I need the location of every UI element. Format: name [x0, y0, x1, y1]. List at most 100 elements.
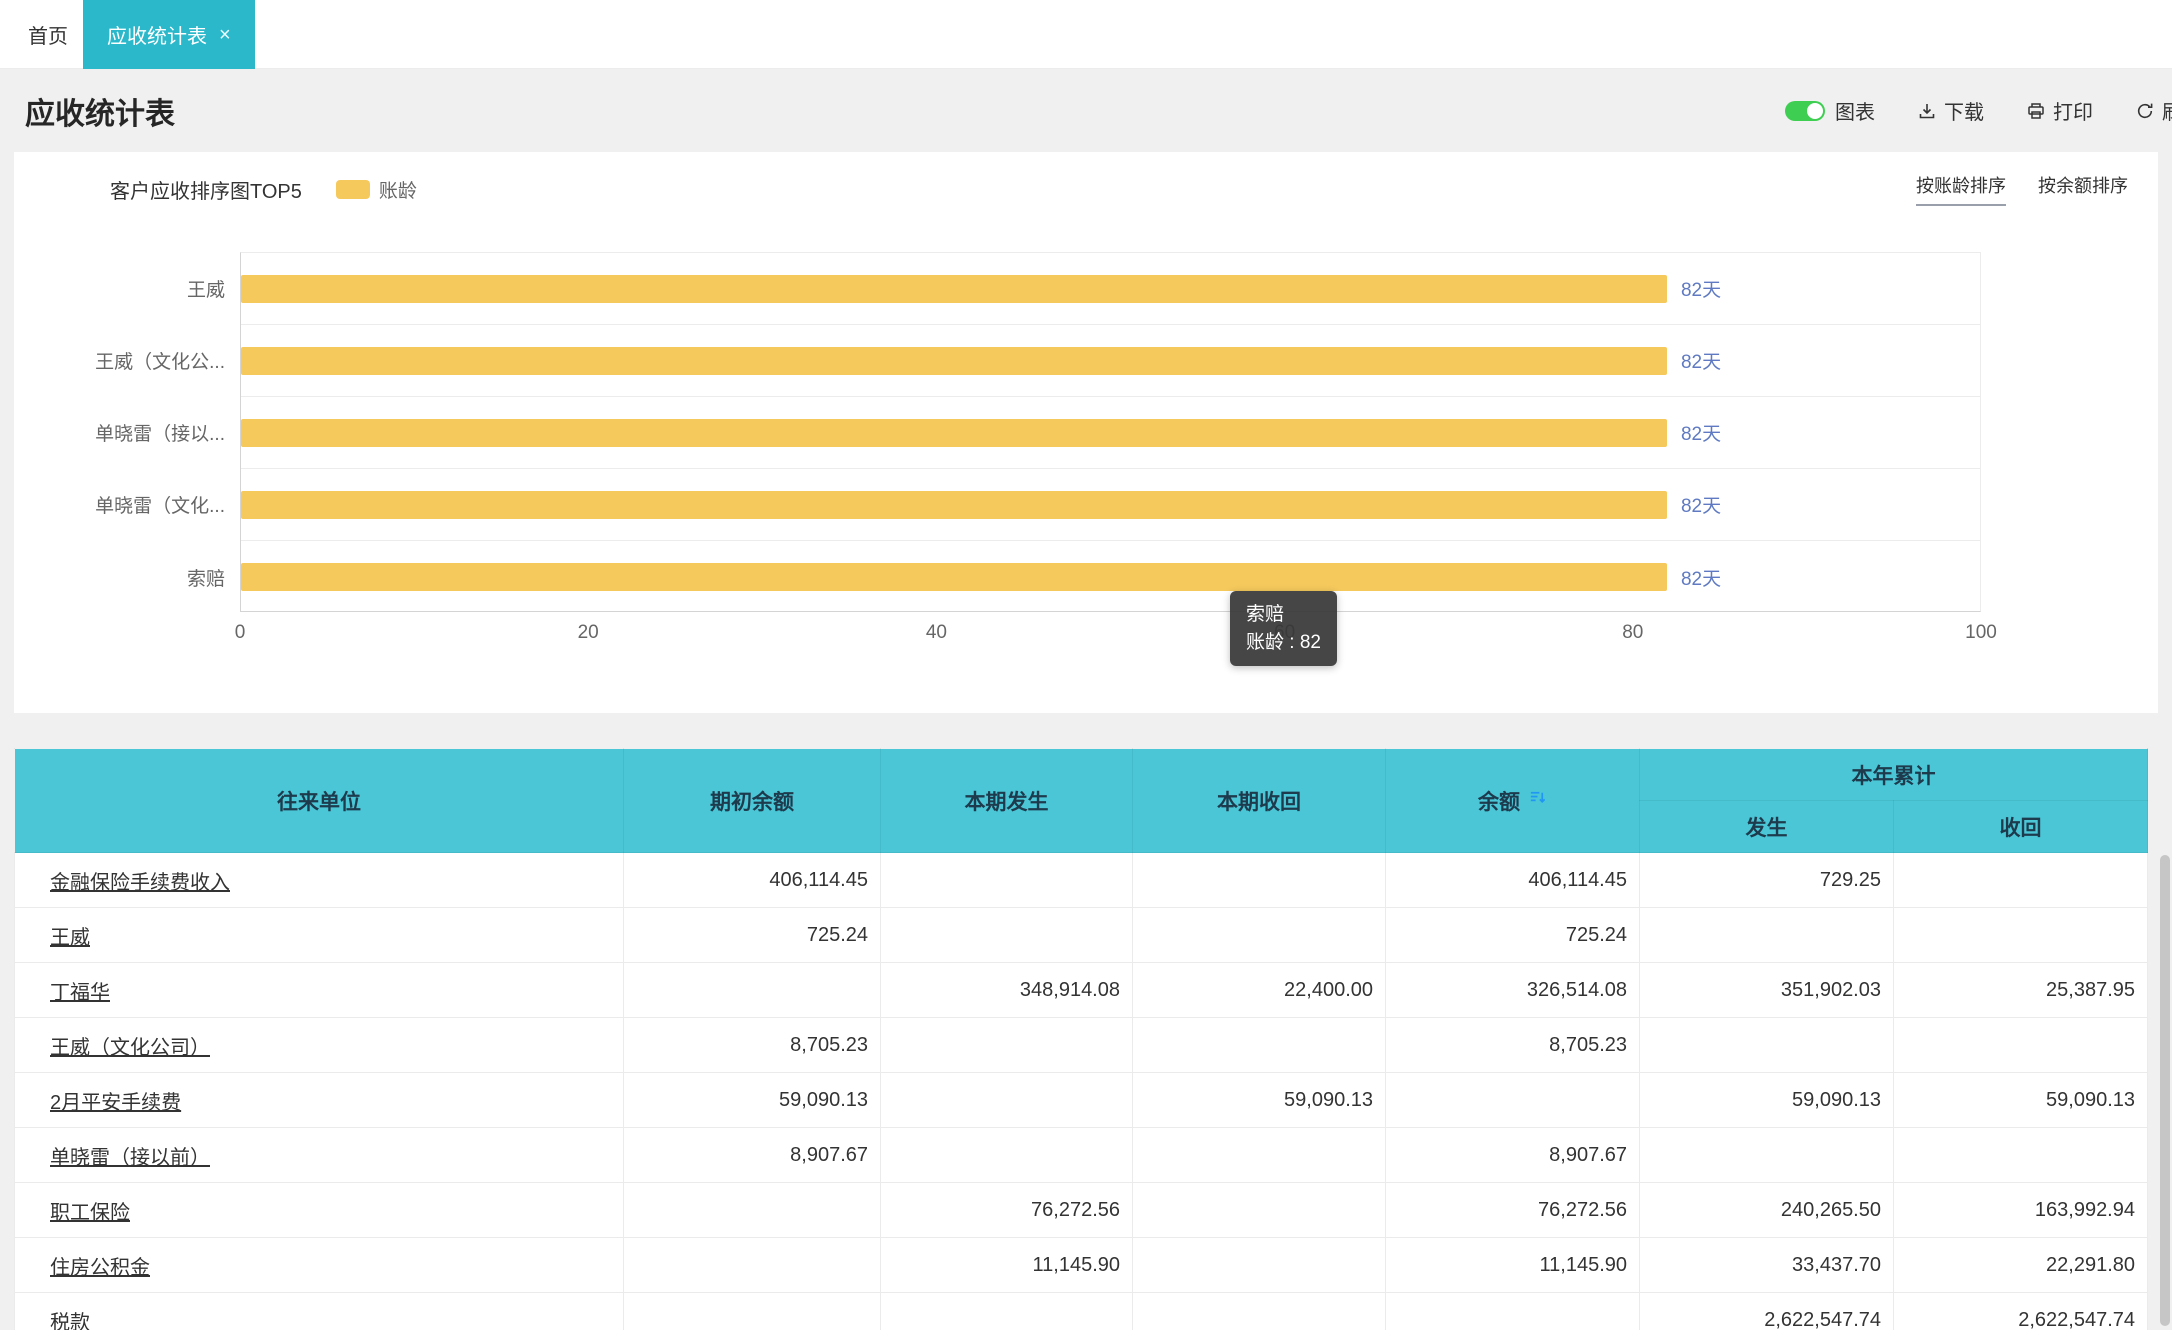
- amount-cell: [880, 852, 1133, 908]
- tab-receivable-stats[interactable]: 应收统计表 ×: [83, 0, 255, 69]
- col-header-ytd-received: 收回: [1893, 800, 2148, 853]
- chart-bar[interactable]: [241, 563, 1667, 591]
- partner-link[interactable]: 王威: [50, 926, 90, 949]
- balance-label: 余额: [1478, 790, 1520, 814]
- tab-bar: 首页 应收统计表 ×: [0, 0, 2172, 69]
- partner-cell: 金融保险手续费收入: [14, 852, 624, 908]
- col-header-period-incurred: 本期发生: [880, 748, 1133, 853]
- partner-cell: 职工保险: [14, 1182, 624, 1238]
- col-header-ytd-group: 本年累计: [1639, 748, 2148, 801]
- legend-label: 账龄: [378, 180, 417, 202]
- amount-cell: 2,622,547.74: [1639, 1292, 1894, 1330]
- table-row: 金融保险手续费收入 406,114.45 406,114.45 729.25: [14, 852, 2148, 908]
- partner-cell: 丁福华: [14, 962, 624, 1018]
- amount-cell: [1132, 907, 1386, 963]
- x-axis-tick-label: 40: [925, 622, 947, 643]
- amount-cell: 351,902.03: [1639, 962, 1894, 1018]
- print-button[interactable]: 打印: [2026, 96, 2093, 125]
- x-axis-tick-label: 0: [234, 622, 246, 643]
- amount-cell: [880, 1127, 1133, 1183]
- amount-cell: [1132, 1127, 1386, 1183]
- sort-by-age-link[interactable]: 按账龄排序: [1916, 172, 2006, 206]
- amount-cell: [880, 1072, 1133, 1128]
- toolbar: 图表 下载 打印: [1785, 69, 2172, 152]
- chart-bar-value-label: 82天: [1680, 496, 1722, 517]
- x-axis-tick-label: 20: [577, 622, 599, 643]
- download-label: 下载: [1944, 102, 1984, 124]
- amount-cell: 22,291.80: [1893, 1237, 2148, 1293]
- partner-link[interactable]: 王威（文化公司）: [50, 1036, 210, 1059]
- partner-link[interactable]: 住房公积金: [50, 1256, 150, 1279]
- chart-category-label: 王威: [186, 280, 225, 301]
- amount-cell: [1385, 1072, 1640, 1128]
- chart-bar[interactable]: [241, 490, 1667, 519]
- partner-link[interactable]: 税款: [50, 1311, 90, 1330]
- partner-link[interactable]: 单晓雷（接以前）: [50, 1146, 210, 1169]
- amount-cell: 76,272.56: [1385, 1182, 1640, 1238]
- tooltip-title: 索赔: [1246, 604, 1285, 625]
- amount-cell: 8,705.23: [623, 1017, 881, 1073]
- receivable-table-panel: 往来单位 期初余额 本期发生 本期收回 余额: [14, 748, 2148, 1330]
- amount-cell: [1132, 1237, 1386, 1293]
- chart-toggle-switch[interactable]: [1785, 100, 1825, 121]
- download-icon: [1917, 101, 1937, 121]
- amount-cell: 8,705.23: [1385, 1017, 1640, 1073]
- refresh-label: 刷新: [2162, 96, 2172, 125]
- amount-cell: 725.24: [1385, 907, 1640, 963]
- amount-cell: 22,400.00: [1132, 962, 1386, 1018]
- table-row: 税款 2,622,547.74 2,622,547.74: [14, 1292, 2148, 1330]
- table-row: 2月平安手续费 59,090.13 59,090.13 59,090.13 59,090…: [14, 1072, 2148, 1128]
- amount-cell: 59,090.13: [1893, 1072, 2148, 1128]
- chart-bar-row: 单晓雷（文化... 82天: [95, 469, 1980, 541]
- amount-cell: 76,272.56: [880, 1182, 1133, 1238]
- table-row: 单晓雷（接以前） 8,907.67 8,907.67: [14, 1127, 2148, 1183]
- chart-category-label: 单晓雷（文化...: [95, 496, 225, 517]
- vertical-scrollbar-thumb[interactable]: [2160, 855, 2170, 1326]
- tab-close-icon[interactable]: ×: [219, 23, 231, 46]
- col-header-period-received: 本期收回: [1132, 748, 1386, 853]
- chart-bar-value-label: 82天: [1680, 424, 1722, 445]
- amount-cell: 348,914.08: [880, 962, 1133, 1018]
- table-body: 金融保险手续费收入 406,114.45 406,114.45 729.25 王威 725…: [14, 852, 2148, 1330]
- amount-cell: 240,265.50: [1639, 1182, 1894, 1238]
- partner-link[interactable]: 金融保险手续费收入: [50, 871, 230, 894]
- amount-cell: [623, 1182, 881, 1238]
- amount-cell: [1893, 907, 2148, 963]
- amount-cell: 326,514.08: [1385, 962, 1640, 1018]
- chart-category-label: 单晓雷（接以...: [95, 424, 225, 445]
- amount-cell: [1132, 1292, 1386, 1330]
- partner-cell: 单晓雷（接以前）: [14, 1127, 624, 1183]
- tab-label: 应收统计表: [107, 26, 207, 48]
- table-row: 王威（文化公司） 8,705.23 8,705.23: [14, 1017, 2148, 1073]
- chart-bar[interactable]: [241, 274, 1667, 303]
- amount-cell: [1639, 1017, 1894, 1073]
- page-title: 应收统计表: [25, 97, 175, 131]
- printer-icon: [2026, 101, 2046, 121]
- x-axis: 020406080100: [235, 612, 1997, 648]
- download-button[interactable]: 下载: [1917, 96, 1984, 125]
- refresh-button[interactable]: 刷新: [2135, 96, 2172, 125]
- partner-link[interactable]: 职工保险: [50, 1201, 130, 1224]
- amount-cell: 406,114.45: [1385, 852, 1640, 908]
- partner-cell: 2月平安手续费: [14, 1072, 624, 1128]
- amount-cell: 11,145.90: [1385, 1237, 1640, 1293]
- chart-bar-row: 索赔 82天: [187, 541, 1980, 613]
- chart-bar[interactable]: [241, 418, 1667, 447]
- chart-bar-value-label: 82天: [1680, 568, 1722, 590]
- sort-links: 按账龄排序 按余额排序: [1916, 172, 2128, 206]
- x-axis-tick-label: 100: [1965, 622, 1997, 643]
- sort-by-balance-link[interactable]: 按余额排序: [2038, 176, 2128, 196]
- col-header-partner: 往来单位: [14, 748, 624, 853]
- print-label: 打印: [2053, 102, 2093, 124]
- amount-cell: [880, 1292, 1133, 1330]
- chart-header: 客户应收排序图TOP5 账龄 按账龄排序 按余额排序: [14, 152, 2158, 212]
- toggle-knob: [1807, 102, 1823, 119]
- partner-link[interactable]: 丁福华: [50, 981, 110, 1004]
- legend-item-aging[interactable]: 账龄: [335, 176, 417, 203]
- amount-cell: [880, 907, 1133, 963]
- tab-home[interactable]: 首页: [28, 26, 68, 48]
- sort-descending-icon[interactable]: [1528, 788, 1547, 813]
- partner-link[interactable]: 2月平安手续费: [50, 1091, 182, 1114]
- chart-bar[interactable]: [241, 346, 1667, 375]
